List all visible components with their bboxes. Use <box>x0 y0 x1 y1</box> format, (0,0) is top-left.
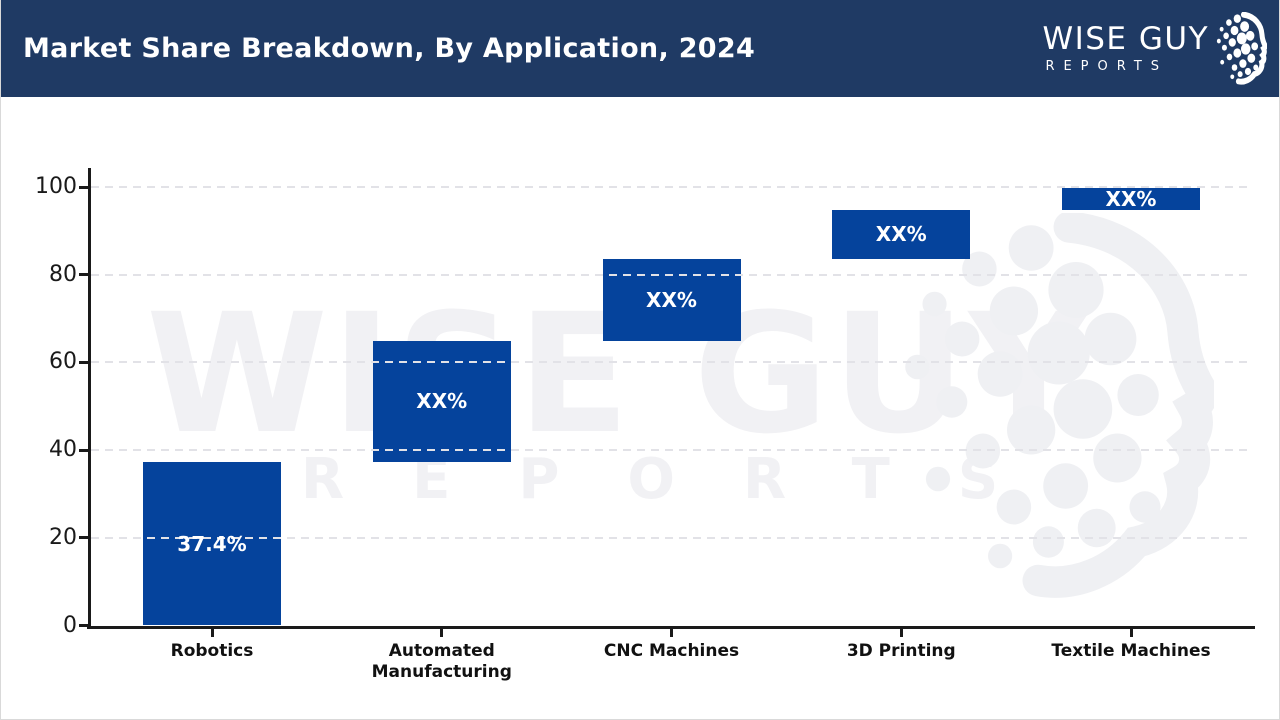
x-category-label-robotics: Robotics <box>170 641 254 661</box>
bar-cnc-machines <box>602 259 741 341</box>
y-tick-label: 40 <box>49 437 77 463</box>
gridline <box>91 449 1253 452</box>
header-bar: Market Share Breakdown, By Application, … <box>1 0 1279 97</box>
bar-value-label: XX% <box>1105 186 1157 211</box>
gridline <box>91 536 1253 539</box>
y-tick-mark <box>79 448 88 452</box>
y-tick-label: 100 <box>35 174 77 200</box>
logo-text: WISE GUY REPORTS <box>1042 21 1209 74</box>
x-category-label-3d-printing: 3D Printing <box>846 641 956 661</box>
y-tick-label: 80 <box>49 261 77 287</box>
x-tick-mark <box>899 629 903 637</box>
bar-value-label: XX% <box>416 389 468 414</box>
y-tick-mark <box>79 185 88 189</box>
bar-robotics <box>143 461 281 626</box>
bar-3d-printing <box>832 209 971 260</box>
watermark-head-icon <box>869 213 1214 605</box>
x-category-label-textile-machines: Textile Machines <box>1051 641 1211 661</box>
bar-value-label: XX% <box>875 222 927 247</box>
page-title: Market Share Breakdown, By Application, … <box>23 33 756 64</box>
bar-value-label: 37.4% <box>177 531 247 556</box>
x-tick-mark <box>440 629 444 637</box>
gridline <box>91 273 1253 276</box>
logo-brand-subtitle: REPORTS <box>1045 59 1169 74</box>
y-tick-mark <box>79 536 88 540</box>
y-tick-mark <box>79 273 88 277</box>
y-tick-mark <box>79 360 88 364</box>
bar-textile-machines <box>1062 188 1200 210</box>
x-tick-mark <box>1129 629 1133 637</box>
y-tick-label: 60 <box>49 349 77 375</box>
x-category-label-automated-manufacturing: Automated Manufacturing <box>371 641 512 683</box>
x-tick-mark <box>210 629 214 637</box>
x-tick-mark <box>670 629 673 637</box>
bar-value-label: XX% <box>646 288 697 313</box>
x-axis-line <box>87 626 1255 629</box>
x-category-label-cnc-machines: CNC Machines <box>603 641 740 661</box>
y-axis-line <box>88 168 91 629</box>
y-tick-mark <box>79 624 88 627</box>
wiseguy-logo: WISE GUY REPORTS <box>1042 12 1267 86</box>
y-tick-label: 0 <box>63 612 77 638</box>
y-tick-label: 20 <box>49 524 77 550</box>
gridline <box>91 186 1253 189</box>
logo-brand-name: WISE GUY <box>1042 21 1209 57</box>
gridline <box>91 361 1253 364</box>
bar-automated-manufacturing <box>372 341 511 462</box>
wiseguy-head-icon <box>1211 12 1267 86</box>
